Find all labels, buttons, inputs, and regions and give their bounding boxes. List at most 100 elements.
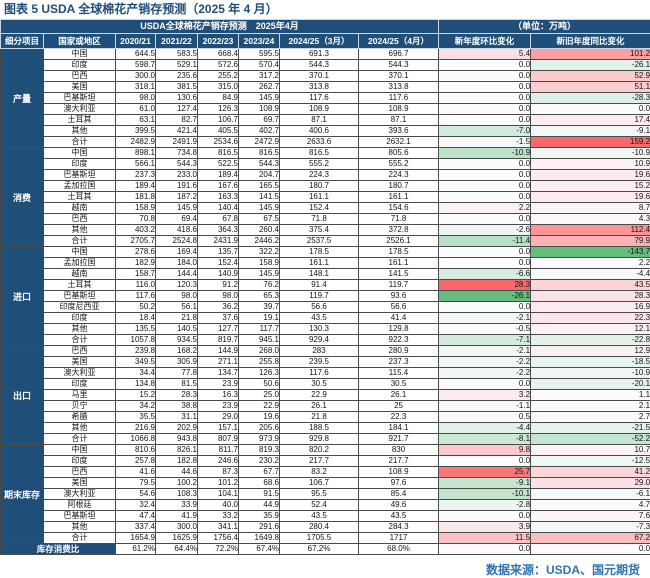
value-cell: 29.0 — [197, 411, 239, 423]
mom-change-cell: -0.5 — [438, 323, 532, 335]
value-cell: 50.2 — [115, 301, 156, 313]
country-cell: 希腊 — [43, 411, 116, 423]
value-cell: 115.4 — [357, 367, 440, 379]
yoy-change-cell: 2.2 — [530, 257, 650, 269]
value-cell: 260.4 — [238, 224, 280, 236]
yoy-change-cell: 19.6 — [530, 191, 650, 203]
table-row: 阿根廷 32.4 33.9 40.0 44.9 52.4 49.6 -2.8 4.7 — [1, 499, 650, 511]
value-cell: 544.3 — [238, 158, 280, 170]
table-row: 巴基斯坦 237.3 233.0 189.4 204.7 224.3 224.3 0.0 19.… — [1, 169, 650, 181]
table-row: 土耳其 63.1 82.7 106.7 69.7 87.1 87.1 0.0 17.4 — [1, 114, 650, 126]
column-header: 细分项目 — [0, 33, 44, 49]
value-cell: 56.6 — [279, 301, 359, 313]
yoy-change-cell: 1.1 — [530, 389, 650, 401]
country-cell: 合计 — [43, 532, 116, 544]
value-cell: 54.6 — [115, 488, 156, 500]
table-row: 孟加拉国 189.4 191.6 167.6 165.5 180.7 180.7 0.0 15.… — [1, 180, 650, 192]
country-cell: 合计 — [43, 136, 116, 148]
value-cell: 129.8 — [357, 323, 440, 335]
mom-change-cell: 28.3 — [438, 279, 532, 291]
value-cell: 117.6 — [115, 290, 156, 302]
value-cell: 555.2 — [279, 158, 359, 170]
country-cell: 印度尼西亚 — [43, 301, 116, 313]
section-label: 消费 — [0, 147, 44, 247]
value-cell: 2526.1 — [357, 235, 440, 247]
value-cell: 44.6 — [155, 466, 198, 478]
table-row: 马里 15.2 28.3 16.3 25.0 22.9 26.1 3.2 1.1 — [1, 389, 650, 401]
table-row: 其他 216.9 202.9 157.1 205.6 188.5 184.1 -4.4 -21.… — [1, 422, 650, 434]
value-cell: 63.1 — [115, 114, 156, 126]
value-cell: 544.3 — [357, 59, 440, 71]
mom-change-cell: 11.5 — [438, 532, 532, 544]
stock-use-ratio-row: 库存消费比 61.2% 64.4% 72.2% 67.4% 67.2% 68.0% 0.0 0.… — [0, 543, 650, 555]
value-cell: 2534.6 — [197, 136, 239, 148]
value-cell: 119.7 — [357, 279, 440, 291]
yoy-change-cell: 41.2 — [530, 466, 650, 478]
mom-change-cell: 0.0 — [438, 510, 532, 522]
table-row: 贝宁 34.2 38.8 23.9 22.9 26.1 25 -1.1 2.1 — [1, 400, 650, 412]
value-cell: 23.9 — [197, 378, 239, 390]
value-cell: 180.7 — [357, 180, 440, 192]
table-row: 进口 中国 278.6 169.4 135.7 322.2 178.5 178.5 0.0 -14… — [0, 246, 650, 346]
value-cell: 826.1 — [155, 444, 198, 456]
value-cell: 1756.4 — [197, 532, 239, 544]
value-cell: 929.4 — [279, 334, 359, 346]
yoy-change-cell: -20.1 — [530, 378, 650, 390]
value-cell: 2446.2 — [238, 235, 280, 247]
yoy-change-cell: 4.7 — [530, 499, 650, 511]
table-row: 消费 中国 898.1 734.8 816.5 816.5 816.5 805.6 -10.9-… — [0, 147, 650, 247]
value-cell: 157.1 — [197, 422, 239, 434]
value-cell: 67.7 — [238, 466, 280, 478]
yoy-change-cell: 101.2 — [530, 48, 650, 60]
value-cell: 393.6 — [357, 125, 440, 137]
table-row: 美国 318.1 381.5 315.0 262.7 313.8 313.8 0.0 51.1 — [1, 81, 650, 93]
yoy-change-cell: -22.8 — [530, 334, 650, 346]
value-cell: 33.2 — [197, 510, 239, 522]
value-cell: 544.3 — [279, 59, 359, 71]
yoy-change-cell: 17.4 — [530, 114, 650, 126]
value-cell: 811.7 — [197, 444, 239, 456]
value-cell: 52.4 — [279, 499, 359, 511]
country-cell: 中国 — [43, 147, 116, 159]
value-cell: 106.7 — [279, 477, 359, 489]
value-cell: 2524.8 — [155, 235, 198, 247]
mom-change-cell: 0.0 — [438, 455, 532, 467]
banner-row: USDA全球棉花产销存预测 2025年4月 （单位：万吨） — [0, 19, 650, 34]
yoy-change-cell: 4.3 — [530, 213, 650, 225]
value-cell: 140.9 — [197, 268, 239, 280]
value-cell: 108.3 — [155, 488, 198, 500]
column-header: 2021/22 — [155, 33, 198, 49]
yoy-change-cell: 2.1 — [530, 400, 650, 412]
value-cell: 91.4 — [279, 279, 359, 291]
value-cell: 169.4 — [155, 246, 198, 258]
value-cell: 100.2 — [155, 477, 198, 489]
value-cell: 18.4 — [115, 312, 156, 324]
value-cell: 168.2 — [155, 345, 198, 357]
country-cell: 中国 — [43, 246, 116, 258]
ratio-value-cell: 64.4% — [155, 543, 198, 555]
value-cell: 237.3 — [115, 169, 156, 181]
table-row: 美国 349.5 305.9 271.1 255.8 239.5 237.3 -2.2 -18.… — [1, 356, 650, 368]
yoy-change-cell: -6.1 — [530, 488, 650, 500]
country-cell: 土耳其 — [43, 191, 116, 203]
value-cell: 145.9 — [155, 202, 198, 214]
mom-change-cell: -7.0 — [438, 125, 532, 137]
value-cell: 33.9 — [155, 499, 198, 511]
value-cell: 56.1 — [155, 301, 198, 313]
value-cell: 317.2 — [238, 70, 280, 82]
value-cell: 158.9 — [115, 202, 156, 214]
column-header: 国家或地区 — [43, 33, 116, 49]
value-cell: 364.3 — [197, 224, 239, 236]
value-cell: 572.6 — [197, 59, 239, 71]
value-cell: 187.2 — [155, 191, 198, 203]
value-cell: 1705.5 — [279, 532, 359, 544]
ratio-value-cell: 61.2% — [115, 543, 156, 555]
mom-change-cell: 0.0 — [438, 92, 532, 104]
table-row: 其他 337.4 300.0 341.1 291.6 280.4 284.3 3.9 -7.3 — [1, 521, 650, 533]
value-cell: 158.7 — [115, 268, 156, 280]
value-cell: 22.9 — [238, 400, 280, 412]
value-cell: 820.2 — [279, 444, 359, 456]
value-cell: 25 — [357, 400, 440, 412]
value-cell: 280.9 — [357, 345, 440, 357]
value-cell: 217.7 — [279, 455, 359, 467]
